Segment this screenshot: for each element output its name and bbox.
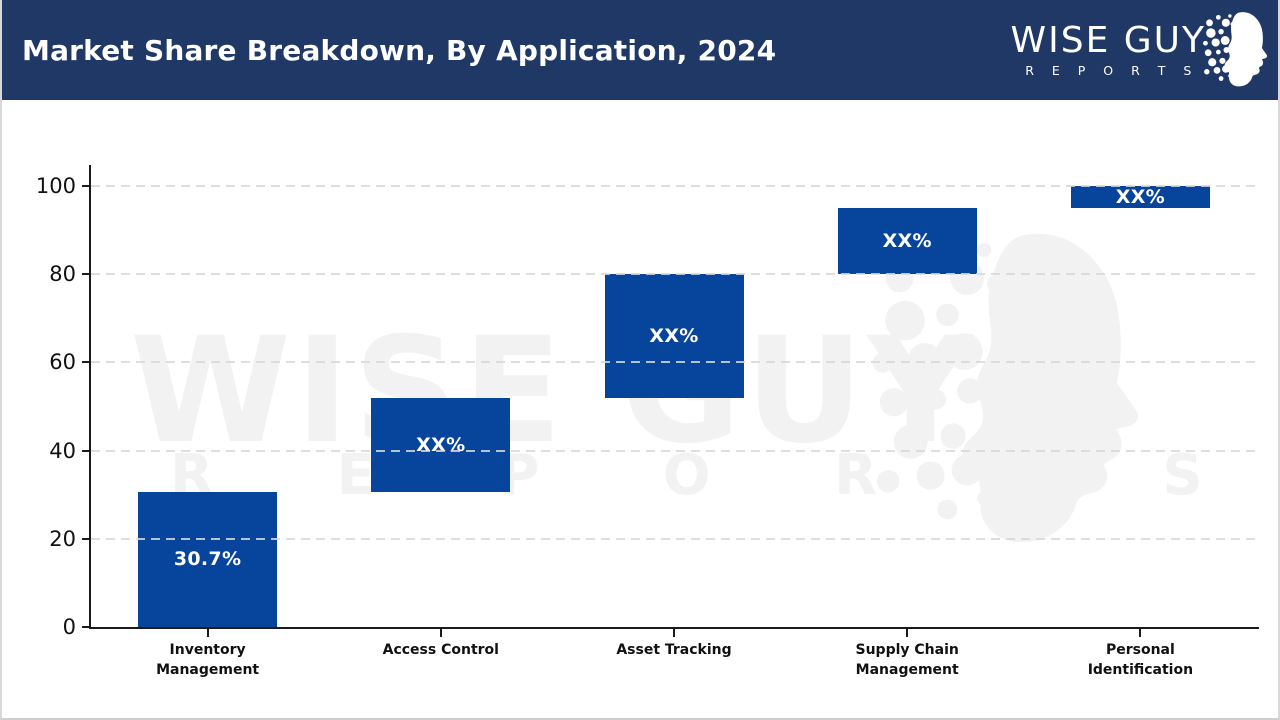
y-tick-0 xyxy=(82,626,90,628)
y-tick-40 xyxy=(82,449,90,452)
x-tick-1 xyxy=(439,629,442,637)
gridline-100 xyxy=(91,185,1257,187)
bar-0: 30.7% xyxy=(138,491,278,627)
y-tick-label-100: 100 xyxy=(35,174,76,198)
brand-logo: WISE GUY R E P O R T S xyxy=(1011,5,1269,95)
brand-subname: R E P O R T S xyxy=(1025,62,1199,78)
bar-3: XX% xyxy=(837,208,977,275)
category-label-3: Supply Chain Management xyxy=(855,642,959,679)
x-tick-3 xyxy=(906,629,909,637)
x-tick-0 xyxy=(206,629,209,637)
category-label-2: Asset Tracking xyxy=(616,642,732,658)
bar-value-label: XX% xyxy=(882,230,932,253)
x-tick-4 xyxy=(1139,629,1142,637)
page-title: Market Share Breakdown, By Application, … xyxy=(22,33,777,67)
gridline-40 xyxy=(91,449,1257,452)
y-tick-label-0: 0 xyxy=(62,615,76,639)
gridline-60 xyxy=(91,361,1257,364)
brand-name: WISE GUY xyxy=(1010,19,1206,61)
gridline-20 xyxy=(91,537,1257,540)
y-tick-label-40: 40 xyxy=(49,438,76,463)
watermark-text: WISE GUY xyxy=(130,306,978,476)
waterfall-chart: WISE GUY R E P O R T S 30.7% XX% XX% XX% XX%… xyxy=(2,100,1278,718)
y-tick-80 xyxy=(82,273,90,276)
y-tick-100 xyxy=(82,185,90,187)
category-label-4: Personal Identification xyxy=(1087,642,1194,679)
x-axis-spine xyxy=(89,627,1259,629)
bar-2: XX% xyxy=(604,274,744,398)
category-label-0: Inventory Management xyxy=(156,642,260,679)
category-label-1: Access Control xyxy=(382,642,499,658)
header-bar: Market Share Breakdown, By Application, … xyxy=(2,0,1278,100)
grid-layer xyxy=(2,100,1278,718)
y-tick-label-20: 20 xyxy=(49,526,76,551)
brand-head-icon xyxy=(1200,5,1268,95)
y-tick-60 xyxy=(82,361,90,364)
y-tick-label-60: 60 xyxy=(49,350,76,375)
axis-layer xyxy=(2,100,1278,718)
bar-value-label: XX% xyxy=(1115,186,1166,209)
bar-1: XX% xyxy=(371,397,511,492)
brand-logo-text: WISE GUY R E P O R T S xyxy=(1010,19,1207,78)
gridline-80 xyxy=(91,273,1257,276)
y-tick-label-80: 80 xyxy=(49,262,76,287)
y-tick-20 xyxy=(82,537,90,540)
bars-layer: 30.7% XX% XX% XX% XX% xyxy=(2,100,1278,718)
x-tick-2 xyxy=(673,629,675,637)
y-axis-spine xyxy=(89,165,91,628)
label-layer: 0 20 40 60 80 100 Inventory Management Access C… xyxy=(2,100,1278,718)
bar-value-label: 30.7% xyxy=(173,548,242,571)
bar-4: XX% xyxy=(1070,186,1210,209)
watermark-layer: WISE GUY R E P O R T S xyxy=(2,100,1278,718)
bar-value-label: XX% xyxy=(649,324,699,347)
